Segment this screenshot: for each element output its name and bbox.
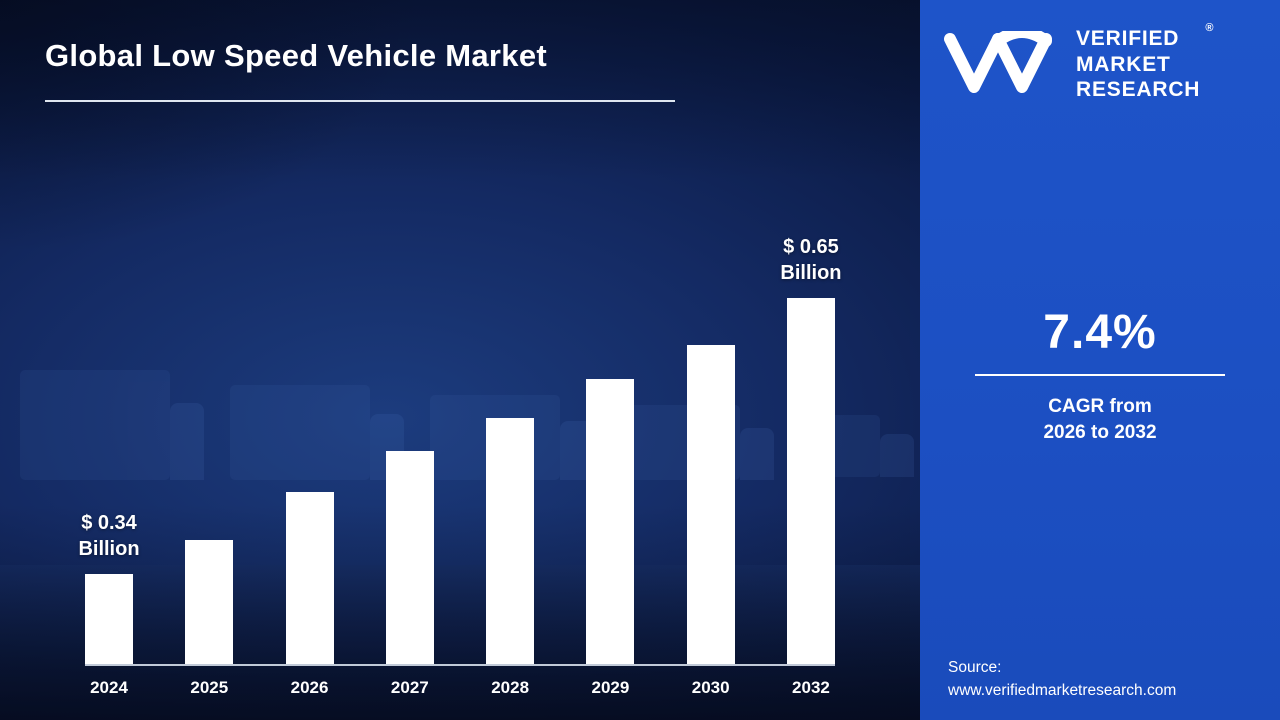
x-axis-label: 2027: [390, 678, 429, 697]
x-axis-label: 2030: [691, 678, 730, 697]
bars-row: $ 0.34 Billion $ 0.65 Billion: [78, 236, 842, 664]
bar: [486, 418, 535, 664]
source-url[interactable]: www.verifiedmarketresearch.com: [948, 681, 1177, 699]
bar: [686, 345, 735, 664]
cagr-caption-line-2: 2026 to 2032: [1043, 421, 1157, 443]
brand-line-3: RESEARCH: [1076, 78, 1201, 102]
page-title: Global Low Speed Vehicle Market: [45, 38, 547, 73]
bar-column: [586, 379, 635, 664]
bar-column: $ 0.65 Billion: [780, 236, 842, 664]
x-axis-label: 2028: [491, 678, 530, 697]
cagr-value: 7.4%: [1043, 306, 1157, 359]
cagr-block: 7.4% CAGR from 2026 to 2032: [920, 305, 1280, 445]
brand-block: ® VERIFIED MARKET RESEARCH: [942, 22, 1262, 103]
bar: [586, 379, 635, 664]
bar: [786, 298, 835, 664]
x-axis-line: [85, 664, 835, 666]
x-axis-label: 2032: [792, 678, 830, 697]
bar: [285, 492, 334, 664]
brand-line-1: VERIFIED: [1076, 27, 1180, 50]
value-annotation: $ 0.34 Billion: [78, 512, 140, 560]
bar: [85, 574, 133, 664]
source-block: Source: www.verifiedmarketresearch.com: [948, 656, 1264, 703]
brand-name: ® VERIFIED MARKET RESEARCH: [1076, 22, 1214, 103]
cagr-underline: [975, 374, 1225, 376]
x-axis-label: 2024: [90, 678, 128, 697]
source-label: Source:: [948, 658, 1002, 676]
bar-column: [486, 418, 535, 664]
bar: [185, 540, 234, 664]
chart-panel: Global Low Speed Vehicle Market $ 0.34 Bi…: [0, 0, 920, 720]
vmr-logo: [944, 31, 1052, 94]
registered-trademark: ®: [1205, 22, 1215, 34]
bar-column: [385, 451, 434, 664]
bar-column: $ 0.34 Billion: [78, 512, 140, 664]
bar-column: [686, 345, 735, 664]
bar-column: [185, 540, 234, 664]
brand-line-2: MARKET: [1076, 52, 1171, 76]
sidebar: ® VERIFIED MARKET RESEARCH 7.4% CAGR fro…: [920, 0, 1280, 720]
bar-column: [285, 492, 334, 664]
x-axis-label: 2025: [190, 678, 229, 697]
cagr-caption-line-1: CAGR from: [1048, 396, 1152, 417]
bar-chart: $ 0.34 Billion $ 0.65 Billion 2024 2025 2026 2…: [78, 236, 842, 698]
background-vignette: [0, 0, 920, 720]
x-axis-label: 2029: [591, 678, 630, 697]
bar: [385, 451, 434, 664]
title-underline: [45, 100, 675, 102]
x-labels-row: 2024 2025 2026 2027 2028 2029 2030 2032: [85, 678, 835, 698]
value-annotation: $ 0.65 Billion: [780, 236, 842, 284]
x-axis-label: 2026: [290, 678, 329, 697]
cagr-caption: CAGR from 2026 to 2032: [920, 394, 1280, 445]
